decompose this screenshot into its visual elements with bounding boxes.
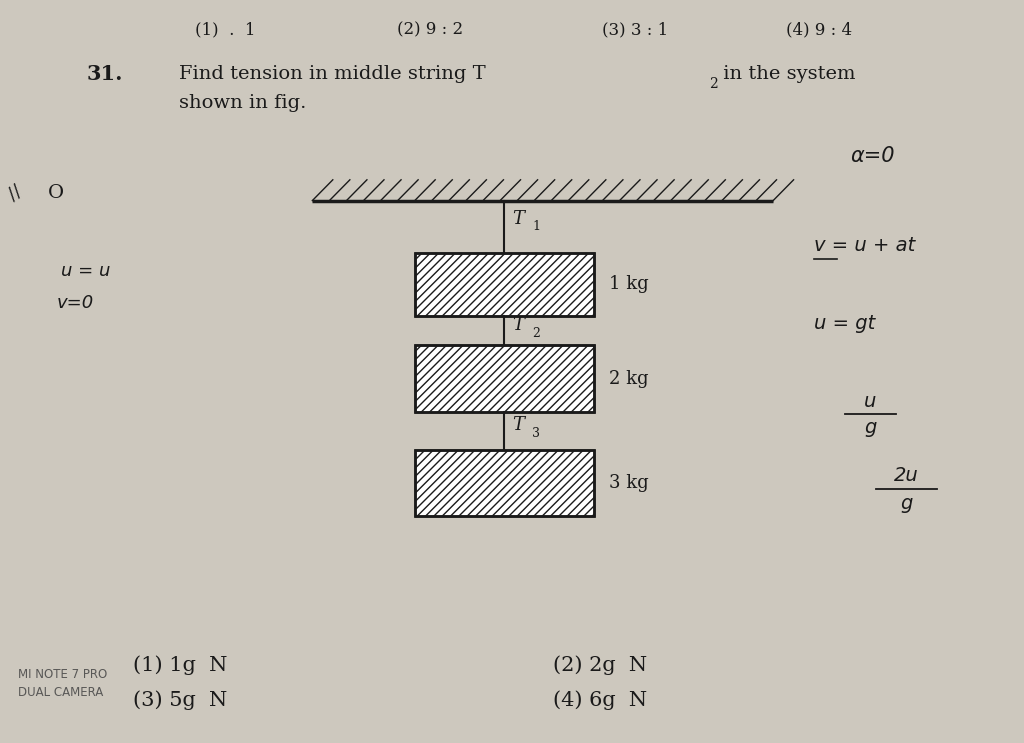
- Text: in the system: in the system: [717, 65, 855, 83]
- Bar: [415, 253, 594, 316]
- Text: u = u: u = u: [61, 262, 111, 280]
- Text: 2 kg: 2 kg: [609, 370, 649, 388]
- Bar: [415, 345, 594, 412]
- Text: shown in fig.: shown in fig.: [179, 94, 306, 111]
- Text: (1)  .  1: (1) . 1: [195, 22, 256, 38]
- Bar: [415, 450, 594, 516]
- Text: v=0: v=0: [56, 294, 93, 312]
- Text: O: O: [48, 184, 65, 202]
- Text: 1: 1: [532, 220, 541, 233]
- Text: u: u: [864, 392, 877, 411]
- Text: (4) 9 : 4: (4) 9 : 4: [786, 22, 852, 38]
- Text: 2: 2: [709, 77, 718, 91]
- Bar: [415, 345, 594, 412]
- Text: 3 kg: 3 kg: [609, 474, 649, 492]
- Text: 1 kg: 1 kg: [609, 275, 649, 293]
- Bar: [415, 345, 594, 412]
- Text: //: //: [5, 182, 26, 204]
- Text: T: T: [512, 316, 524, 334]
- Text: g: g: [864, 418, 877, 437]
- Text: 31.: 31.: [87, 65, 124, 84]
- Text: v = u + at: v = u + at: [814, 236, 915, 255]
- Text: 2: 2: [532, 327, 541, 340]
- Text: α=0: α=0: [850, 146, 894, 166]
- Text: MI NOTE 7 PRO
DUAL CAMERA: MI NOTE 7 PRO DUAL CAMERA: [18, 668, 108, 699]
- Text: (3) 5g  N: (3) 5g N: [133, 690, 227, 710]
- Text: Find tension in middle string T: Find tension in middle string T: [179, 65, 486, 83]
- Text: (1) 1g  N: (1) 1g N: [133, 655, 227, 675]
- Bar: [415, 253, 594, 316]
- Text: (2) 2g  N: (2) 2g N: [553, 655, 647, 675]
- Text: 3: 3: [532, 427, 541, 441]
- Text: 2u: 2u: [894, 466, 919, 485]
- Text: T: T: [512, 210, 524, 228]
- Text: g: g: [900, 494, 912, 513]
- Bar: [415, 450, 594, 516]
- Bar: [415, 253, 594, 316]
- Text: (4) 6g  N: (4) 6g N: [553, 690, 647, 710]
- Text: u = gt: u = gt: [814, 314, 876, 333]
- Text: T: T: [512, 416, 524, 434]
- Text: (3) 3 : 1: (3) 3 : 1: [602, 22, 668, 38]
- Bar: [415, 450, 594, 516]
- Text: (2) 9 : 2: (2) 9 : 2: [397, 22, 463, 38]
